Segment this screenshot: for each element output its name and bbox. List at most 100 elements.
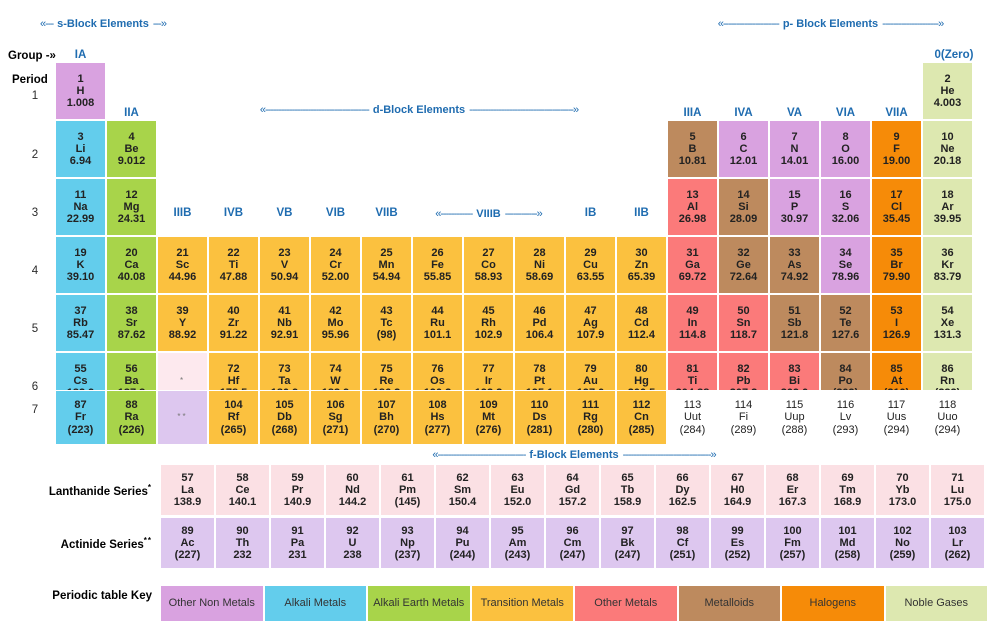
element-cell-rb-37[interactable]: 37 Rb 85.47 [55, 294, 106, 352]
element-cell-br-35[interactable]: 35 Br 79.90 [871, 236, 922, 294]
element-cell-rg-111[interactable]: 111 Rg (280) [565, 390, 616, 445]
element-cell-y-39[interactable]: 39 Y 88.92 [157, 294, 208, 352]
element-cell-c-6[interactable]: 6 C 12.01 [718, 120, 769, 178]
lanthanide-cell-pr-59[interactable]: 59 Pr 140.9 [270, 464, 325, 516]
element-cell-uut-113[interactable]: 113 Uut (284) [667, 390, 718, 445]
actinide-cell-es-99[interactable]: 99 Es (252) [710, 517, 765, 569]
actinide-cell-cm-96[interactable]: 96 Cm (247) [545, 517, 600, 569]
element-cell-sr-38[interactable]: 38 Sr 87.62 [106, 294, 157, 352]
element-cell-si-14[interactable]: 14 Si 28.09 [718, 178, 769, 236]
element-cell-ds-110[interactable]: 110 Ds (281) [514, 390, 565, 445]
actinide-cell-pu-94[interactable]: 94 Pu (244) [435, 517, 490, 569]
actinide-cell-lr-103[interactable]: 103 Lr (262) [930, 517, 985, 569]
element-cell-zn-30[interactable]: 30 Zn 65.39 [616, 236, 667, 294]
element-cell-na-11[interactable]: 11 Na 22.99 [55, 178, 106, 236]
key-item-transition-metals[interactable]: Transition Metals [470, 585, 574, 622]
element-cell-se-34[interactable]: 34 Se 78.96 [820, 236, 871, 294]
actinide-cell-md-101[interactable]: 101 Md (258) [820, 517, 875, 569]
element-cell-mn-25[interactable]: 25 Mn 54.94 [361, 236, 412, 294]
lanthanide-cell-lu-71[interactable]: 71 Lu 175.0 [930, 464, 985, 516]
element-cell-ti-22[interactable]: 22 Ti 47.88 [208, 236, 259, 294]
lanthanide-cell-sm-62[interactable]: 62 Sm 150.4 [435, 464, 490, 516]
actinide-cell-no-102[interactable]: 102 No (259) [875, 517, 930, 569]
element-cell-pd-46[interactable]: 46 Pd 106.4 [514, 294, 565, 352]
key-item-other-metals[interactable]: Other Metals [574, 585, 678, 622]
element-cell-sb-51[interactable]: 51 Sb 121.8 [769, 294, 820, 352]
element-cell-al-13[interactable]: 13 Al 26.98 [667, 178, 718, 236]
element-cell-tc-43[interactable]: 43 Tc (98) [361, 294, 412, 352]
element-cell-b-5[interactable]: 5 B 10.81 [667, 120, 718, 178]
lanthanide-cell-er-68[interactable]: 68 Er 167.3 [765, 464, 820, 516]
actinide-cell-bk-97[interactable]: 97 Bk (247) [600, 517, 655, 569]
element-cell-nb-41[interactable]: 41 Nb 92.91 [259, 294, 310, 352]
element-cell-fi-114[interactable]: 114 Fi (289) [718, 390, 769, 445]
element-cell-te-52[interactable]: 52 Te 127.6 [820, 294, 871, 352]
element-cell-lv-116[interactable]: 116 Lv (293) [820, 390, 871, 445]
element-cell-uus-117[interactable]: 117 Uus (294) [871, 390, 922, 445]
lanthanide-cell-pm-61[interactable]: 61 Pm (145) [380, 464, 435, 516]
element-cell-cl-17[interactable]: 17 Cl 35.45 [871, 178, 922, 236]
element-cell-hs-108[interactable]: 108 Hs (277) [412, 390, 463, 445]
element-cell-fr-87[interactable]: 87 Fr (223) [55, 390, 106, 445]
element-cell-o-8[interactable]: 8 O 16.00 [820, 120, 871, 178]
element-cell-in-49[interactable]: 49 In 114.8 [667, 294, 718, 352]
element-cell-ga-31[interactable]: 31 Ga 69.72 [667, 236, 718, 294]
key-item-other-non-metals[interactable]: Other Non Metals [160, 585, 264, 622]
element-cell-ag-47[interactable]: 47 Ag 107.9 [565, 294, 616, 352]
element-cell-zr-40[interactable]: 40 Zr 91.22 [208, 294, 259, 352]
lanthanide-cell-la-57[interactable]: 57 La 138.9 [160, 464, 215, 516]
element-cell-ar-18[interactable]: 18 Ar 39.95 [922, 178, 973, 236]
element-cell-f-9[interactable]: 9 F 19.00 [871, 120, 922, 178]
element-cell-ra-88[interactable]: 88 Ra (226) [106, 390, 157, 445]
lanthanide-cell-tm-69[interactable]: 69 Tm 168.9 [820, 464, 875, 516]
lanthanide-cell-ce-58[interactable]: 58 Ce 140.1 [215, 464, 270, 516]
element-cell-li-3[interactable]: 3 Li 6.94 [55, 120, 106, 178]
actinide-cell-u-92[interactable]: 92 U 238 [325, 517, 380, 569]
key-item-metalloids[interactable]: Metalloids [677, 585, 781, 622]
element-cell-co-27[interactable]: 27 Co 58.93 [463, 236, 514, 294]
lanthanide-cell-tb-65[interactable]: 65 Tb 158.9 [600, 464, 655, 516]
key-item-alkali-earth-metals[interactable]: Alkali Earth Metals [367, 585, 471, 622]
element-cell-n-7[interactable]: 7 N 14.01 [769, 120, 820, 178]
element-cell-rh-45[interactable]: 45 Rh 102.9 [463, 294, 514, 352]
actinide-cell-fm-100[interactable]: 100 Fm (257) [765, 517, 820, 569]
element-cell-fe-26[interactable]: 26 Fe 55.85 [412, 236, 463, 294]
actinide-cell-ac-89[interactable]: 89 Ac (227) [160, 517, 215, 569]
element-cell-uup-115[interactable]: 115 Uup (288) [769, 390, 820, 445]
element-cell-kr-36[interactable]: 36 Kr 83.79 [922, 236, 973, 294]
lanthanide-cell-yb-70[interactable]: 70 Yb 173.0 [875, 464, 930, 516]
key-item-noble-gases[interactable]: Noble Gases [884, 585, 988, 622]
element-cell-bh-107[interactable]: 107 Bh (270) [361, 390, 412, 445]
element-cell-mo-42[interactable]: 42 Mo 95.96 [310, 294, 361, 352]
element-cell-cd-48[interactable]: 48 Cd 112.4 [616, 294, 667, 352]
element-cell-db-105[interactable]: 105 Db (268) [259, 390, 310, 445]
key-item-alkali-metals[interactable]: Alkali Metals [263, 585, 367, 622]
lanthanide-cell-eu-63[interactable]: 63 Eu 152.0 [490, 464, 545, 516]
element-cell-mt-109[interactable]: 109 Mt (276) [463, 390, 514, 445]
key-item-halogens[interactable]: Halogens [781, 585, 885, 622]
element-cell-h-1[interactable]: 1 H 1.008 [55, 62, 106, 120]
actinide-cell-cf-98[interactable]: 98 Cf (251) [655, 517, 710, 569]
element-cell-as-33[interactable]: 33 As 74.92 [769, 236, 820, 294]
element-cell-cu-29[interactable]: 29 Cu 63.55 [565, 236, 616, 294]
lanthanide-cell-h0-67[interactable]: 67 H0 164.9 [710, 464, 765, 516]
actinide-cell-am-95[interactable]: 95 Am (243) [490, 517, 545, 569]
element-cell-sn-50[interactable]: 50 Sn 118.7 [718, 294, 769, 352]
element-cell-p-15[interactable]: 15 P 30.97 [769, 178, 820, 236]
element-cell-rf-104[interactable]: 104 Rf (265) [208, 390, 259, 445]
series-marker-cell-actinide[interactable]: ** [157, 390, 208, 445]
lanthanide-cell-dy-66[interactable]: 66 Dy 162.5 [655, 464, 710, 516]
element-cell-he-2[interactable]: 2 He 4.003 [922, 62, 973, 120]
element-cell-s-16[interactable]: 16 S 32.06 [820, 178, 871, 236]
actinide-cell-th-90[interactable]: 90 Th 232 [215, 517, 270, 569]
element-cell-ge-32[interactable]: 32 Ge 72.64 [718, 236, 769, 294]
element-cell-ru-44[interactable]: 44 Ru 101.1 [412, 294, 463, 352]
element-cell-xe-54[interactable]: 54 Xe 131.3 [922, 294, 973, 352]
element-cell-i-53[interactable]: 53 I 126.9 [871, 294, 922, 352]
lanthanide-cell-gd-64[interactable]: 64 Gd 157.2 [545, 464, 600, 516]
element-cell-mg-12[interactable]: 12 Mg 24.31 [106, 178, 157, 236]
element-cell-sc-21[interactable]: 21 Sc 44.96 [157, 236, 208, 294]
element-cell-v-23[interactable]: 23 V 50.94 [259, 236, 310, 294]
element-cell-ca-20[interactable]: 20 Ca 40.08 [106, 236, 157, 294]
element-cell-cn-112[interactable]: 112 Cn (285) [616, 390, 667, 445]
